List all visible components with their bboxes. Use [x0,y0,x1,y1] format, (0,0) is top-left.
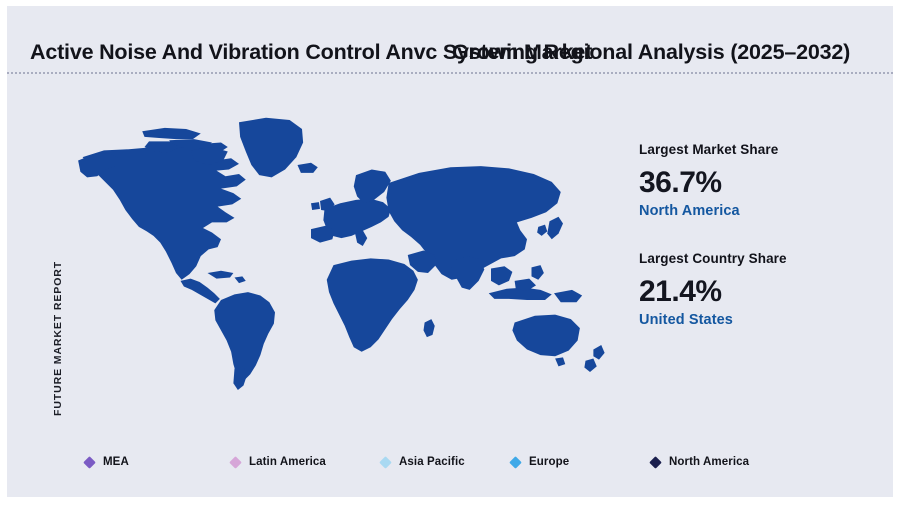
legend-item-north-america[interactable]: North America [649,452,750,472]
map-region-tasmania [555,357,566,367]
brand-rail-label: FUTURE MARKET REPORT [52,260,64,416]
legend-item-latin-america[interactable]: Latin America [229,452,326,472]
legend-marker-diamond-icon [509,455,522,469]
map-region-philippines [531,265,544,280]
map-region-korea [537,224,548,236]
map-region-iceland [297,162,318,173]
map-region-victoria-island [144,141,180,153]
map-region-scandinavia [353,169,391,204]
stat-block-largest-market-share: Largest Market Share 36.7% North America [639,142,889,219]
map-region-ireland [311,202,320,210]
map-region-north-america [82,142,246,280]
map-region-europe [323,198,391,239]
map-region-south-america [214,292,275,381]
map-region-madagascar [423,319,435,338]
stat-block-largest-country-share: Largest Country Share 21.4% United State… [639,251,889,328]
stat-region: North America [639,203,740,219]
map-region-indonesia [488,287,552,300]
map-legend: MEA Latin America Asia Pacific Europe No… [83,452,785,474]
legend-marker-diamond-icon [83,455,96,469]
world-map-svg [78,117,605,390]
map-region-greenland [239,117,304,178]
map-region-baffin [190,147,228,165]
legend-item-asia-pacific[interactable]: Asia Pacific [379,452,465,472]
map-region-caribbean [207,270,234,279]
stats-panel: Largest Market Share 36.7% North America… [639,142,889,360]
legend-label: North America [669,456,750,468]
map-region-british-isles [320,197,335,212]
map-region-caribbean-2 [234,276,246,284]
map-region-australia [512,314,580,357]
map-region-iberia [311,225,335,243]
map-region-italy [354,230,368,246]
legend-label: MEA [103,456,129,468]
stat-region: United States [639,312,733,328]
legend-item-mea[interactable]: MEA [83,452,129,472]
world-map [69,102,634,417]
brand-rail: FUTURE MARKET REPORT [37,231,64,416]
map-region-arctic-islands [142,127,201,140]
map-region-asia [386,166,561,280]
legend-label: Europe [529,456,570,468]
map-region-africa [326,258,418,352]
map-region-new-guinea [554,289,583,303]
map-region-new-zealand [593,345,605,360]
map-region-southeast-asia [491,266,513,286]
map-region-arabia [407,250,436,273]
map-region-alaska [78,153,119,178]
map-region-new-zealand-south [584,358,597,372]
map-region-japan [547,216,563,240]
map-region-arctic-islands-2 [169,139,212,149]
title-band: Active Noise And Vibration Control Anvc … [7,6,893,74]
stat-value: 21.4% [639,275,722,308]
map-region-central-america [180,278,220,304]
title-divider [7,72,893,74]
legend-marker-diamond-icon [379,455,392,469]
legend-item-europe[interactable]: Europe [509,452,570,472]
stat-label: Largest Country Share [639,251,787,266]
map-landmass-group [78,117,605,390]
legend-marker-diamond-icon [229,455,242,469]
stat-value: 36.7% [639,166,722,199]
legend-label: Latin America [249,456,326,468]
legend-marker-diamond-icon [649,455,662,469]
map-region-india [451,256,485,290]
map-region-south-america-south [233,366,247,390]
stat-label: Largest Market Share [639,142,779,157]
map-region-borneo [514,278,536,291]
page-title-overlay: Growing Regional Analysis (2025–2032) [452,40,851,64]
page-title: Active Noise And Vibration Control Anvc … [30,40,593,64]
legend-label: Asia Pacific [399,456,465,468]
